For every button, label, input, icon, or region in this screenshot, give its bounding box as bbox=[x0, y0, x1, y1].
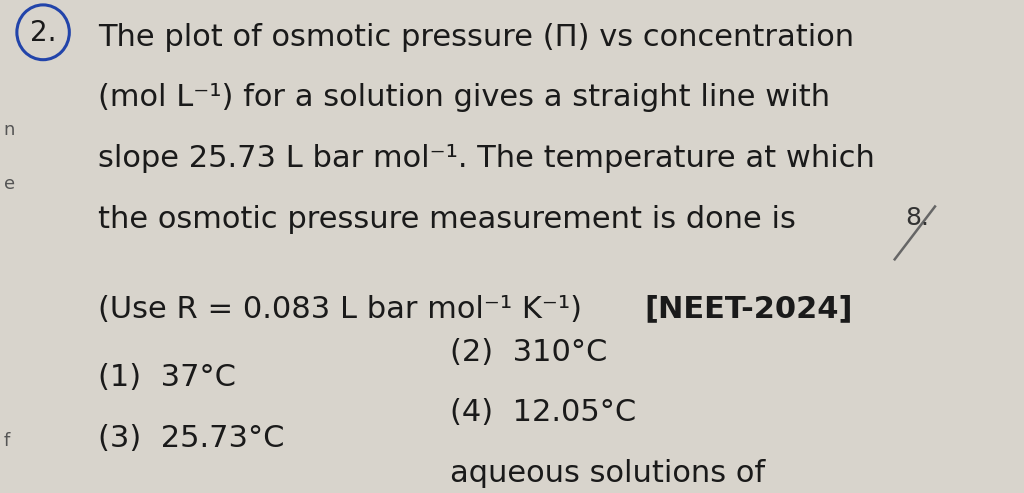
Text: the osmotic pressure measurement is done is: the osmotic pressure measurement is done… bbox=[98, 205, 797, 234]
Text: (Use R = 0.083 L bar mol⁻¹ K⁻¹): (Use R = 0.083 L bar mol⁻¹ K⁻¹) bbox=[98, 295, 583, 323]
Text: slope 25.73 L bar mol⁻¹. The temperature at which: slope 25.73 L bar mol⁻¹. The temperature… bbox=[98, 144, 876, 173]
Text: The plot of osmotic pressure (Π) vs concentration: The plot of osmotic pressure (Π) vs conc… bbox=[98, 23, 854, 51]
Text: e: e bbox=[4, 175, 15, 193]
Text: aqueous solutions of: aqueous solutions of bbox=[450, 459, 765, 488]
Text: 8.: 8. bbox=[905, 206, 930, 230]
Text: (1)  37°C: (1) 37°C bbox=[98, 363, 237, 392]
Text: (2)  310°C: (2) 310°C bbox=[450, 338, 607, 367]
Text: 2.: 2. bbox=[30, 19, 56, 47]
Text: n: n bbox=[4, 121, 15, 139]
Text: f: f bbox=[4, 432, 10, 451]
Text: (4)  12.05°C: (4) 12.05°C bbox=[450, 398, 636, 427]
Text: [NEET-2024]: [NEET-2024] bbox=[644, 295, 853, 323]
Text: (3)  25.73°C: (3) 25.73°C bbox=[98, 424, 285, 453]
Text: (mol L⁻¹) for a solution gives a straight line with: (mol L⁻¹) for a solution gives a straigh… bbox=[98, 83, 830, 112]
